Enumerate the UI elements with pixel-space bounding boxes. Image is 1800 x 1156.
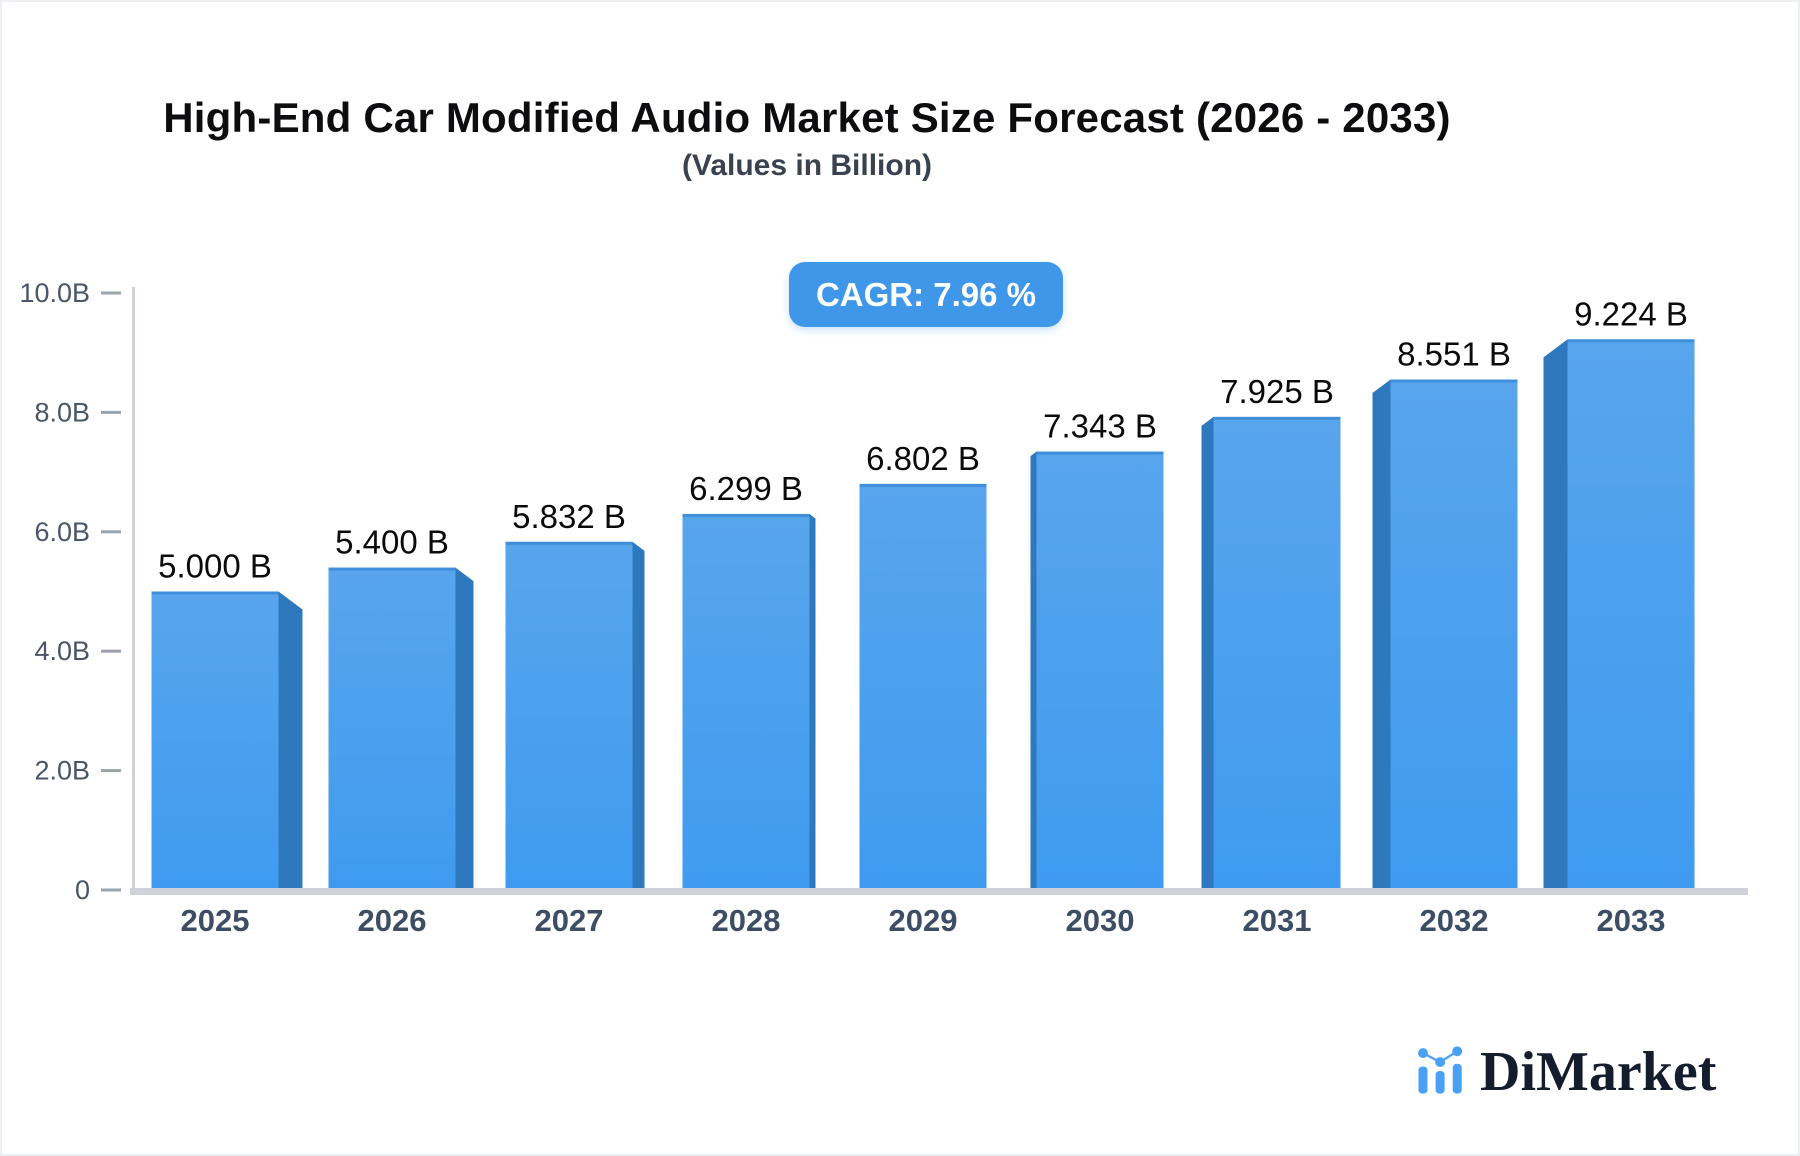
bar-side-face	[278, 591, 303, 890]
y-tick-mark	[101, 649, 121, 653]
cagr-badge: CAGR: 7.96 %	[789, 262, 1063, 327]
bar-front-face	[1390, 379, 1518, 890]
x-category-label: 2029	[889, 903, 958, 938]
bar-group-2029: 6.802 B 2029	[859, 440, 987, 938]
x-category-label: 2033	[1597, 903, 1666, 938]
bar-top-edge	[682, 513, 810, 517]
x-category-label: 2032	[1420, 903, 1489, 938]
brand-logo: DiMarket	[1414, 1040, 1716, 1104]
bar-front-face	[859, 483, 987, 890]
bar-group-2026: 5.400 B 2026	[328, 524, 474, 938]
y-tick-mark	[101, 530, 121, 534]
x-category-label: 2030	[1066, 903, 1135, 938]
bar-value-label: 8.551 B	[1397, 336, 1511, 373]
bar-group-2030: 7.343 B 2030	[1030, 408, 1164, 938]
bar-side-face	[632, 541, 645, 890]
bar-top-edge	[328, 567, 456, 571]
bar-group-2031: 7.925 B 2031	[1201, 373, 1341, 938]
y-tick-label: 6.0B	[34, 517, 90, 547]
bar-group-2033: 9.224 B 2033	[1543, 295, 1695, 938]
x-category-label: 2028	[712, 903, 781, 938]
brand-logo-text: DiMarket	[1480, 1041, 1717, 1103]
bar-value-label: 6.802 B	[866, 440, 980, 477]
bar-front-face	[1567, 339, 1695, 890]
bar-side-face	[1201, 416, 1214, 890]
bar-value-label: 5.000 B	[158, 548, 272, 585]
bar-value-label: 7.925 B	[1220, 373, 1334, 410]
y-tick-mark	[101, 291, 121, 295]
bar-group-2027: 5.832 B 2027	[505, 498, 645, 938]
bar-value-label: 6.299 B	[689, 470, 803, 507]
bar-top-edge	[1567, 339, 1695, 343]
bar-value-label: 9.224 B	[1574, 295, 1688, 332]
bar-side-face	[809, 513, 816, 890]
y-tick-label: 4.0B	[34, 636, 90, 666]
bar-top-edge	[1036, 451, 1164, 455]
bar-top-edge	[151, 591, 279, 595]
bar-group-2032: 8.551 B 2032	[1372, 336, 1518, 938]
y-tick-label: 2.0B	[34, 756, 90, 786]
chart-subtitle: (Values in Billion)	[681, 149, 933, 182]
bar-top-edge	[1390, 379, 1518, 383]
bar-value-label: 5.400 B	[335, 524, 449, 561]
bar-front-face	[328, 567, 456, 890]
bar-top-edge	[505, 541, 633, 545]
y-tick-label: 8.0B	[34, 397, 90, 427]
bar-side-face	[1030, 451, 1037, 890]
chart-title: High-End Car Modified Audio Market Size …	[163, 94, 1451, 141]
cagr-badge-label: CAGR: 7.96 %	[815, 275, 1037, 313]
x-axis-line	[130, 888, 1748, 895]
bar-side-face	[1372, 379, 1391, 890]
bar-top-edge	[1213, 416, 1341, 420]
bar-front-face	[151, 591, 279, 890]
bar-side-face	[1543, 339, 1568, 890]
bar-top-edge	[859, 483, 987, 487]
x-category-label: 2031	[1243, 903, 1312, 938]
y-tick-mark	[101, 769, 121, 773]
bar-group-2025: 5.000 B 2025	[151, 548, 303, 938]
y-tick-mark	[101, 888, 121, 892]
bar-front-face	[1036, 451, 1164, 890]
y-tick-mark	[101, 410, 121, 414]
bar-group-2028: 6.299 B 2028	[682, 470, 816, 938]
y-tick-label: 10.0B	[19, 278, 90, 308]
y-axis-line	[132, 287, 135, 890]
bar-side-face	[455, 567, 474, 890]
y-tick-label: 0	[75, 875, 90, 905]
x-category-label: 2026	[358, 903, 427, 938]
bar-front-face	[505, 541, 633, 890]
bar-front-face	[1213, 416, 1341, 890]
bar-value-label: 5.832 B	[512, 498, 626, 535]
bar-front-face	[682, 513, 810, 890]
bar-value-label: 7.343 B	[1043, 408, 1157, 445]
x-category-label: 2025	[181, 903, 250, 938]
bar-chart-logo-icon	[1418, 1046, 1463, 1094]
x-category-label: 2027	[535, 903, 604, 938]
